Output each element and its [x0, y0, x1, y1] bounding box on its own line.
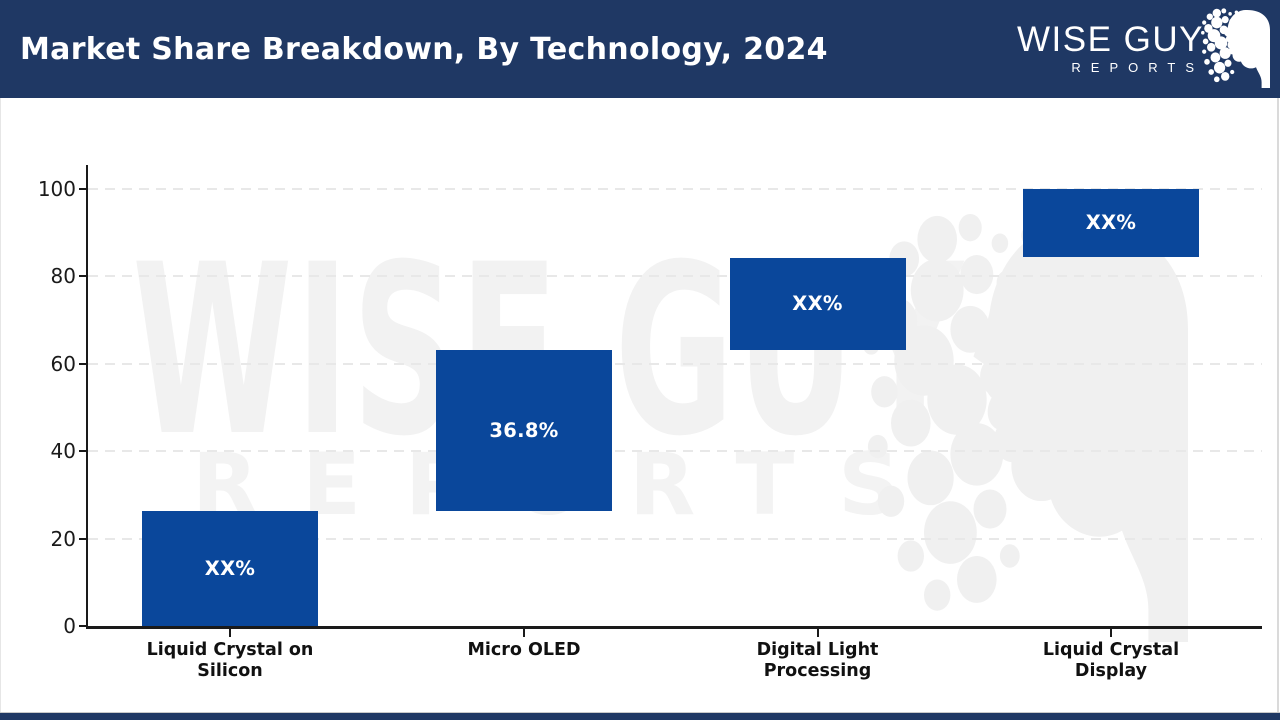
y-tick-label: 100: [37, 176, 76, 201]
x-tick: [1110, 628, 1113, 637]
bar-value-label: XX%: [792, 292, 843, 316]
bar-value-label: XX%: [204, 557, 256, 581]
page-title: Market Share Breakdown, By Technology, 2…: [20, 31, 828, 67]
x-category-label: Liquid Crystal on Silicon: [146, 640, 314, 681]
footer-bar: [0, 713, 1280, 720]
x-tick: [229, 628, 232, 637]
gridline: [88, 275, 1262, 277]
footer-hairline: [0, 712, 1280, 713]
brand-name: WISE GUY: [1016, 20, 1204, 59]
bar-segment: 36.8%: [436, 350, 612, 512]
y-tick-label: 80: [50, 264, 76, 288]
y-tick-label: 0: [63, 614, 76, 638]
x-category-label: Digital Light Processing: [756, 640, 879, 681]
y-tick-label: 60: [50, 351, 76, 376]
bar-value-label: 36.8%: [489, 419, 559, 443]
bar-segment: XX%: [729, 258, 906, 350]
brand-logo: WISE GUY REPORTS: [1017, 8, 1270, 88]
page-border-right: [1277, 98, 1279, 712]
x-axis-line: [86, 626, 1262, 629]
x-tick: [816, 628, 819, 637]
gridline: [88, 362, 1262, 365]
brand-tagline: REPORTS: [1071, 60, 1204, 75]
page-border-left: [0, 98, 1, 712]
y-tick: [79, 625, 88, 628]
gridline: [88, 537, 1262, 540]
y-tick: [79, 362, 88, 365]
bar-segment: XX%: [142, 511, 318, 626]
bar-value-label: XX%: [1085, 211, 1137, 235]
x-category-label: Micro OLED: [467, 640, 581, 660]
y-tick: [79, 450, 88, 453]
y-tick-label: 20: [50, 526, 76, 551]
gridline: [88, 450, 1262, 452]
gridline: [88, 187, 1262, 190]
brand-logo-text: WISE GUY REPORTS: [1016, 20, 1204, 76]
y-axis-line: [86, 165, 89, 628]
y-tick: [79, 275, 88, 278]
header: Market Share Breakdown, By Technology, 2…: [0, 0, 1280, 98]
x-category-label: Liquid Crystal Display: [1042, 640, 1180, 681]
y-tick-label: 40: [50, 439, 76, 463]
bar-segment: XX%: [1023, 188, 1199, 257]
y-tick: [79, 537, 88, 540]
x-tick: [523, 628, 526, 637]
y-tick: [79, 187, 88, 190]
logo-face-icon: [1201, 8, 1270, 88]
